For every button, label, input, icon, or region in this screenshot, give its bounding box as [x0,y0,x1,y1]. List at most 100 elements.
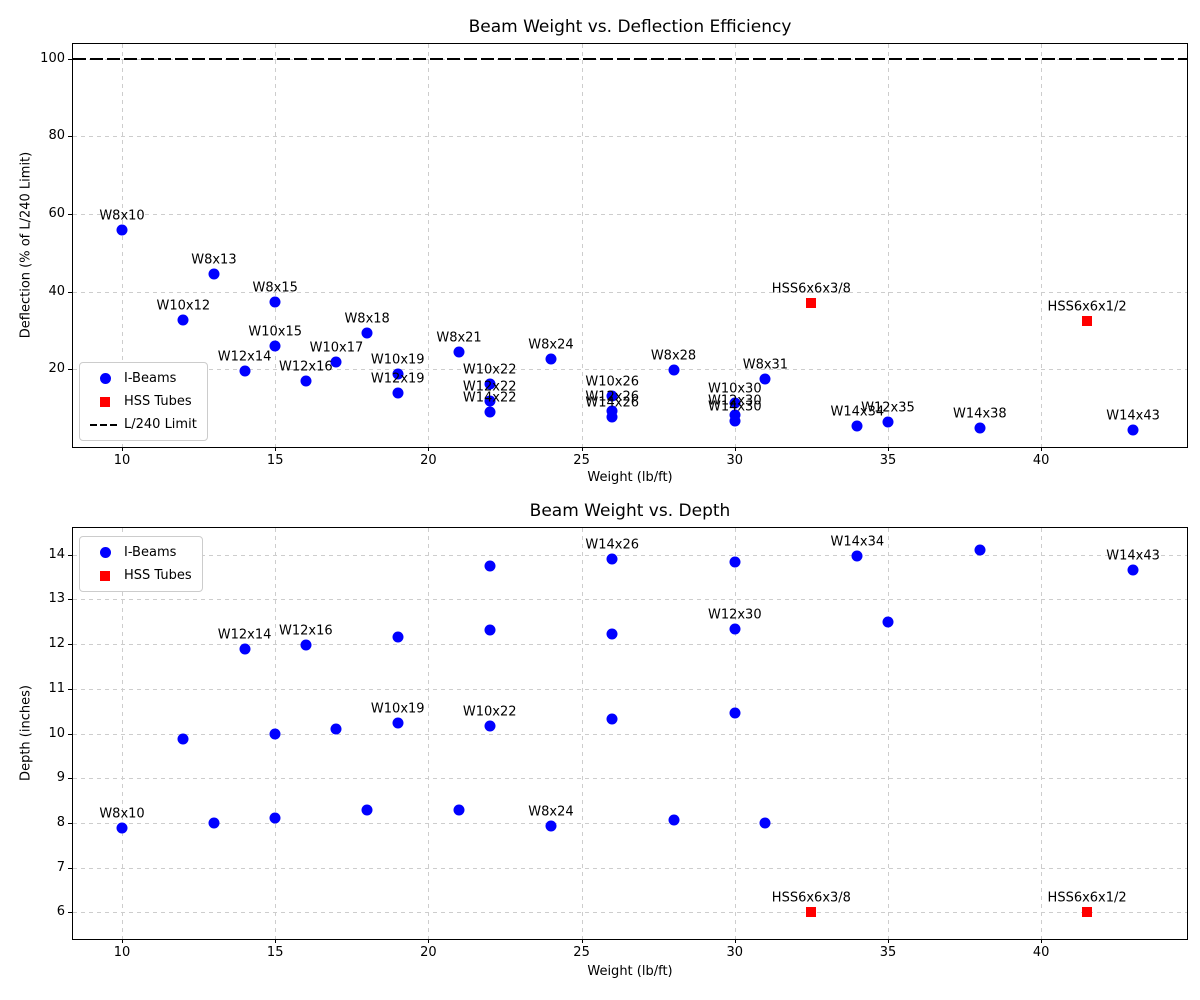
annotation-W12x22: W12x22 [462,379,517,395]
y-tick-label: 9 [56,770,65,786]
annotation-W10x19: W10x19 [370,352,425,368]
square-marker-icon [100,570,110,581]
y-tick-mark [68,136,72,138]
square-marker-icon [100,396,110,407]
annotation-W10x15: W10x15 [248,325,303,341]
annotation-W14x34: W14x34 [830,534,885,550]
data-point-W12x19 [392,631,404,643]
annotation-W14x22: W14x22 [462,390,517,406]
data-point-W14x22 [484,406,496,418]
x-tick-mark [275,939,277,943]
annotation-W14x30: W14x30 [707,399,762,415]
gridline-x-35 [887,44,889,447]
data-point-W14x38 [974,422,986,434]
deflection-chart-title: Beam Weight vs. Deflection Efficiency [468,17,792,37]
legend-swatch [86,373,124,384]
data-point-HSS6x6x3/8 [806,907,817,918]
depth-plot-area: I-Beams HSS Tubes 10 15 20 25 30 35 40 6 7 8 9 10 11 1… [48,527,1188,960]
gridline-y-12 [73,644,1187,646]
legend-label: HSS Tubes [124,394,192,409]
y-tick-label: 40 [48,283,65,299]
gridline-y-13 [73,599,1187,601]
data-point-HSS6x6x1/2 [1082,316,1093,327]
data-point-W10x26 [606,390,618,402]
x-tick-mark [275,447,277,451]
annotation-W8x10: W8x10 [99,806,145,822]
annotation-HSS6x6x3/8: HSS6x6x3/8 [771,281,851,297]
data-point-W10x17 [330,723,342,735]
data-point-W12x35 [882,416,894,428]
y-tick-mark [68,369,72,371]
data-point-W10x26 [606,713,618,725]
y-tick-mark [68,778,72,780]
depth-chart-title: Beam Weight vs. Depth [529,501,731,521]
annotation-W10x22: W10x22 [462,362,517,378]
x-tick-mark [122,939,124,943]
data-point-W10x22 [484,720,496,732]
data-point-W8x18 [361,804,373,816]
data-point-W8x28 [668,814,679,826]
annotation-W12x14: W12x14 [217,627,272,643]
data-point-W12x22 [484,395,496,407]
legend-item: L/240 Limit [86,417,197,432]
y-tick-label: 6 [56,904,65,920]
gridline-y-14 [73,554,1187,556]
gridline-y-8 [73,822,1187,824]
legend-label: I-Beams [124,371,177,386]
legend-swatch [86,423,124,426]
gridline-x-20 [428,44,430,447]
data-point-W8x24 [545,353,557,365]
legend-swatch [86,396,124,407]
gridline-x-10 [122,44,124,447]
data-point-W12x14 [239,365,251,377]
data-point-W8x10 [116,822,128,834]
data-point-W10x12 [177,733,189,745]
circle-marker-icon [99,373,111,384]
legend-item: HSS Tubes [86,394,197,409]
annotation-W14x43: W14x43 [1106,548,1160,564]
x-tick-mark [581,939,583,943]
data-point-W12x35 [882,616,894,628]
deflection-legend: I-Beams HSS Tubes L/240 Limit [79,362,208,441]
x-tick-label: 20 [420,945,437,960]
annotation-W8x18: W8x18 [344,311,390,327]
annotation-W12x14: W12x14 [217,349,272,365]
x-tick-label: 10 [113,453,131,468]
gridline-y-80 [73,136,1187,138]
data-point-W14x26 [606,553,618,565]
gridline-y-7 [73,867,1187,869]
depth-x-axis-label: Weight (lb/ft) [587,964,673,979]
y-tick-label: 100 [40,50,65,66]
data-point-W8x15 [269,296,281,308]
annotation-W12x30: W12x30 [707,607,762,623]
data-point-W12x26 [606,628,618,640]
legend-label: HSS Tubes [124,568,192,583]
x-tick-label: 40 [1032,945,1050,960]
x-tick-mark [734,447,736,451]
x-tick-label: 35 [879,945,897,960]
data-point-W10x12 [177,314,189,326]
data-point-W14x34 [851,420,863,432]
x-tick-label: 20 [420,453,437,468]
x-tick-label: 15 [266,945,284,960]
x-tick-mark [734,939,736,943]
annotation-W8x21: W8x21 [436,330,482,346]
y-tick-mark [68,291,72,293]
annotation-W14x43: W14x43 [1106,409,1160,424]
y-tick-label: 7 [56,859,65,875]
y-tick-label: 11 [48,680,65,696]
data-point-W14x30 [729,556,741,568]
data-point-W8x21 [453,346,465,358]
data-point-W14x26 [606,411,618,423]
annotation-W14x38: W14x38 [953,406,1007,422]
y-tick-label: 60 [48,206,65,222]
annotation-W8x24: W8x24 [528,337,574,353]
deflection-plot-area: I-Beams HSS Tubes L/240 Limit 10 15 20 25 30 35… [40,43,1188,468]
x-tick-mark [1041,447,1043,451]
data-point-W14x30 [729,415,741,427]
y-tick-mark [68,733,72,735]
x-tick-mark [581,447,583,451]
circle-marker-icon [99,547,111,558]
annotation-HSS6x6x1/2: HSS6x6x1/2 [1047,890,1127,906]
gridline-x-25 [581,44,583,447]
